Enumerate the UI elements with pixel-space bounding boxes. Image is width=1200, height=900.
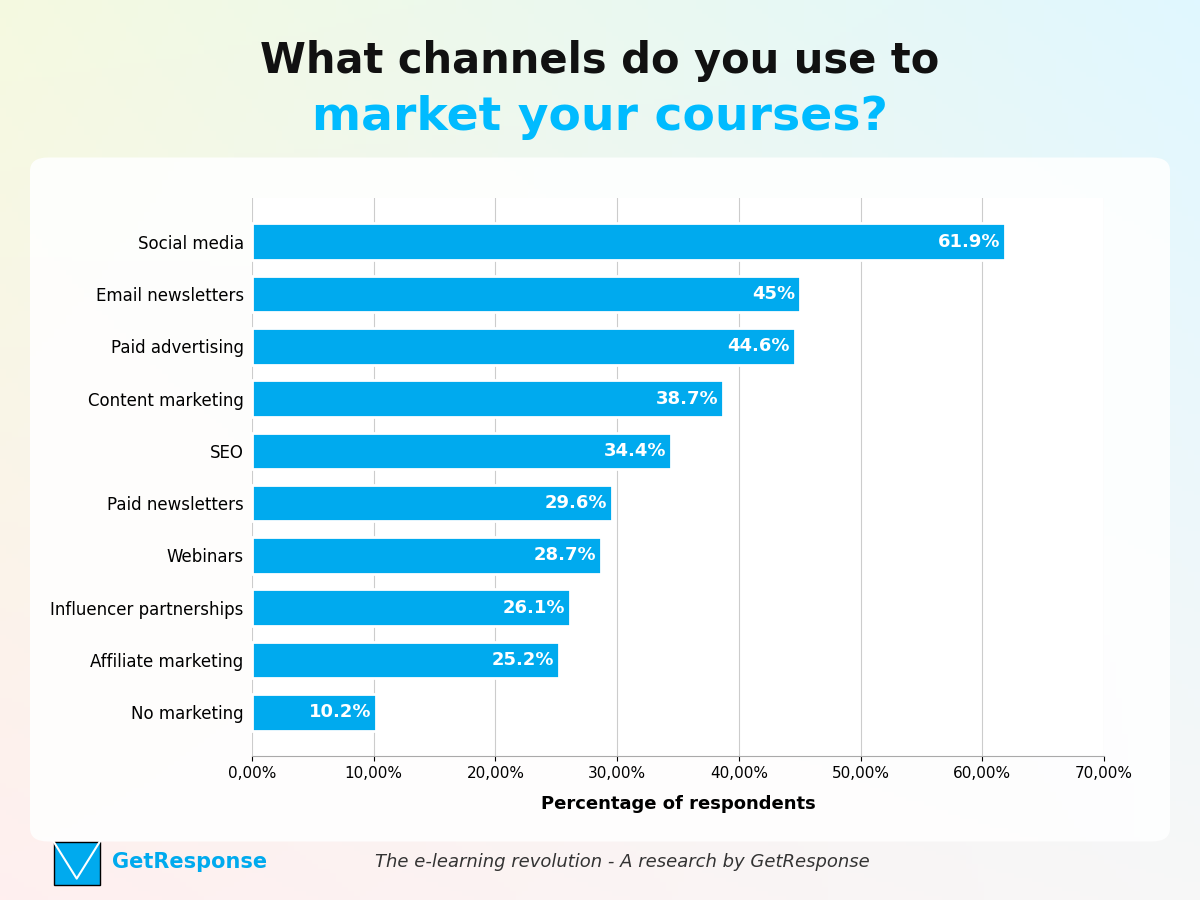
Text: 25.2%: 25.2% bbox=[491, 651, 554, 669]
Bar bbox=[252, 694, 376, 731]
Text: 61.9%: 61.9% bbox=[938, 233, 1001, 251]
Text: market your courses?: market your courses? bbox=[312, 94, 888, 140]
Text: What channels do you use to: What channels do you use to bbox=[260, 40, 940, 83]
Bar bbox=[252, 433, 671, 469]
Text: 38.7%: 38.7% bbox=[655, 390, 718, 408]
Text: 10.2%: 10.2% bbox=[308, 703, 371, 721]
Text: 44.6%: 44.6% bbox=[727, 338, 790, 356]
Bar bbox=[252, 642, 559, 679]
Bar bbox=[252, 223, 1006, 260]
FancyBboxPatch shape bbox=[30, 158, 1170, 842]
Bar bbox=[252, 485, 612, 521]
Text: 26.1%: 26.1% bbox=[503, 598, 565, 616]
Bar bbox=[252, 537, 601, 573]
Text: 28.7%: 28.7% bbox=[534, 546, 596, 564]
Text: 29.6%: 29.6% bbox=[545, 494, 607, 512]
Bar bbox=[252, 275, 799, 312]
Bar bbox=[252, 590, 570, 626]
Bar bbox=[252, 328, 794, 364]
Text: GetResponse: GetResponse bbox=[112, 851, 268, 872]
FancyBboxPatch shape bbox=[54, 842, 100, 886]
Bar bbox=[252, 381, 724, 417]
Text: The e-learning revolution - A research by GetResponse: The e-learning revolution - A research b… bbox=[374, 853, 870, 871]
Text: 45%: 45% bbox=[751, 285, 794, 303]
X-axis label: Percentage of respondents: Percentage of respondents bbox=[541, 795, 815, 813]
Text: 34.4%: 34.4% bbox=[604, 442, 666, 460]
